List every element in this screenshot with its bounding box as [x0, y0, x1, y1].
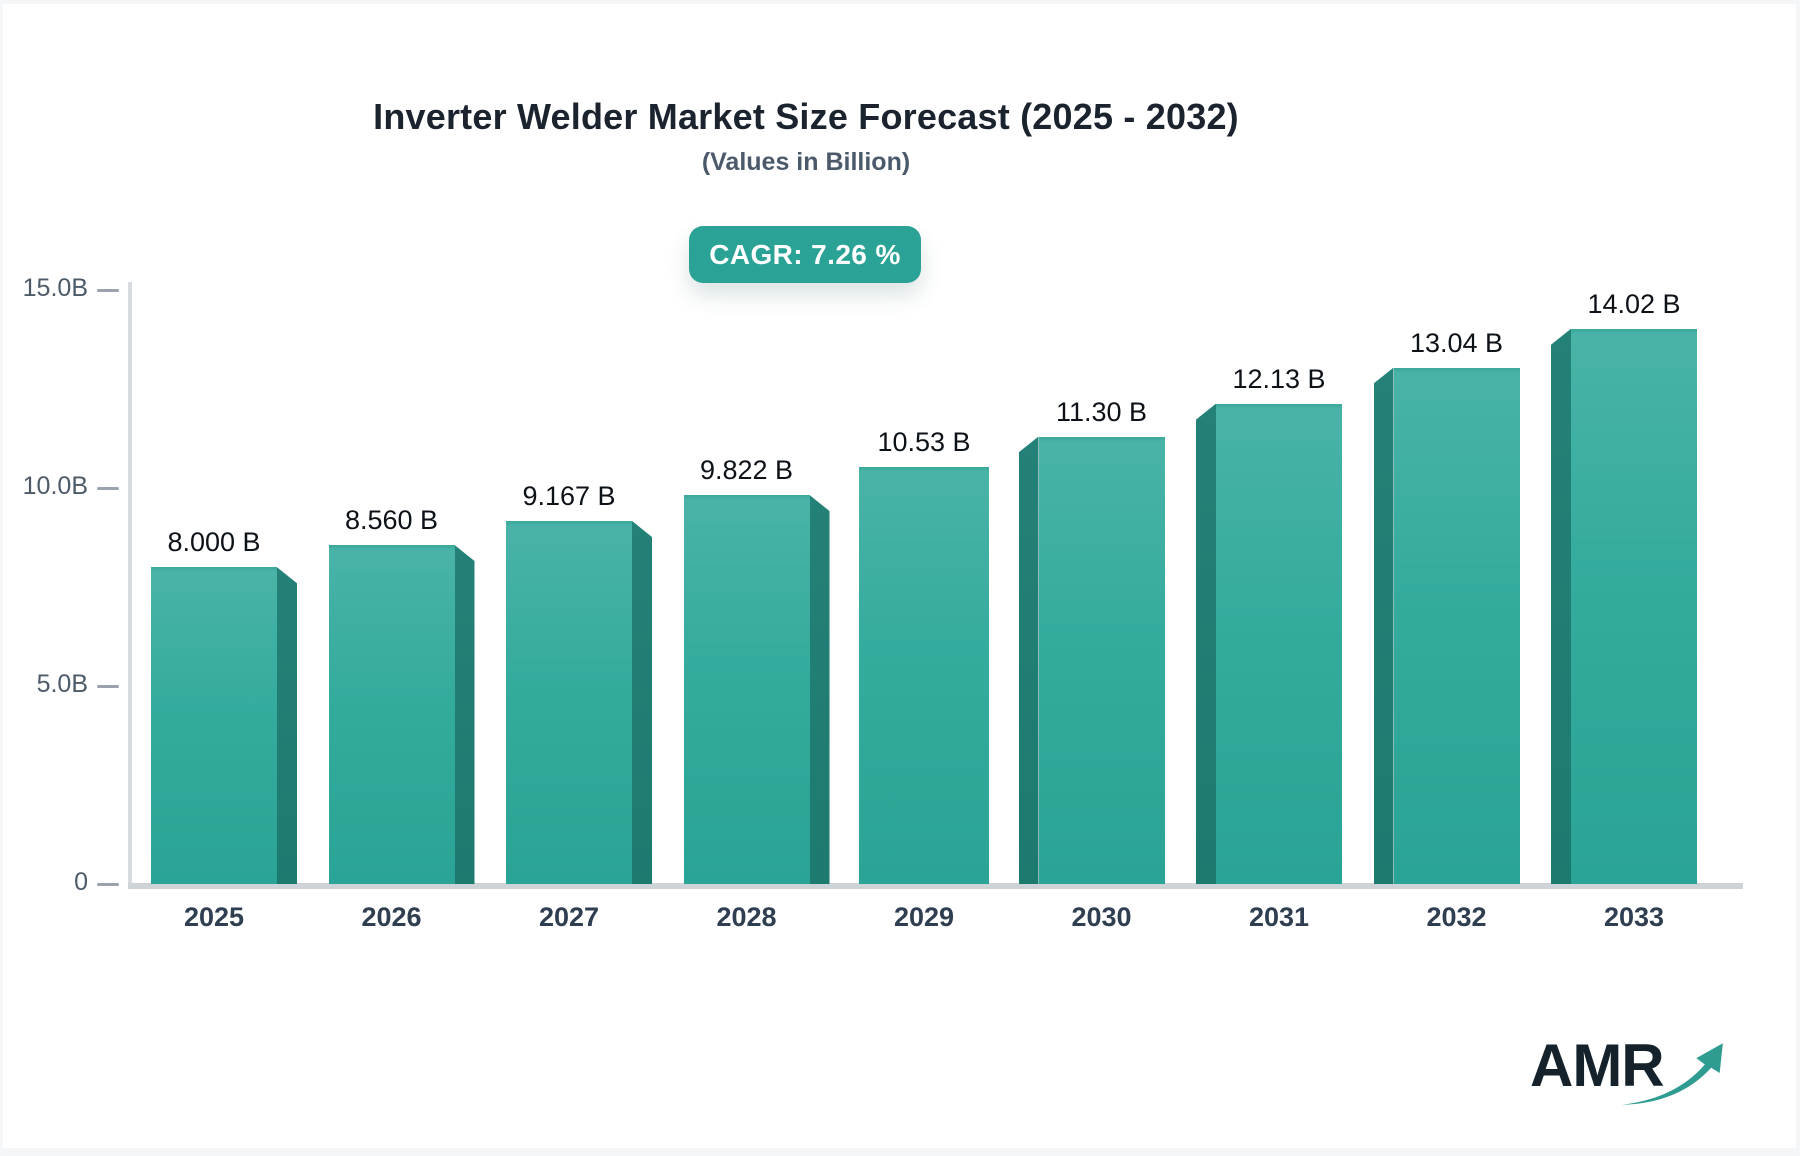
x-axis-label-2028: 2028 [716, 902, 777, 932]
y-axis-tick [97, 882, 119, 886]
bar-side-2026 [454, 545, 475, 884]
page-subtitle: (Values in Billion) [701, 148, 911, 176]
bar-value-label-2033: 14.02 B [1587, 288, 1681, 319]
y-axis-tick-label: 5.0B [36, 670, 88, 698]
amr-logo: AMR [1530, 1036, 1770, 1116]
bar-side-2027 [632, 520, 652, 884]
bar-side-2033 [1551, 328, 1571, 884]
cagr-badge-label: CAGR: 7.26 % [709, 238, 901, 270]
y-axis-tick [97, 684, 119, 688]
x-axis-label-2030: 2030 [1071, 902, 1132, 932]
bar-value-label-2025: 8.000 B [167, 527, 261, 558]
x-axis-label-2031: 2031 [1248, 902, 1310, 932]
bar-2028 [683, 495, 810, 884]
bar-value-label-2031: 12.13 B [1232, 363, 1326, 394]
x-axis-label-2033: 2033 [1603, 902, 1665, 932]
bar-2033 [1571, 328, 1697, 884]
bar-2026 [328, 545, 455, 884]
x-axis-label-2025: 2025 [183, 902, 245, 932]
bar-side-2025 [277, 567, 297, 884]
x-axis-label-2027: 2027 [538, 902, 600, 932]
x-axis-line [128, 883, 1743, 889]
bar-side-2030 [1018, 436, 1039, 884]
bar-value-label-2027: 9.167 B [522, 480, 616, 511]
y-axis-tick [97, 486, 119, 490]
y-axis-tick-label: 0 [74, 868, 88, 896]
x-axis-label-2032: 2032 [1426, 902, 1487, 932]
bar-2031 [1216, 403, 1342, 884]
y-axis-line [128, 282, 132, 887]
amr-logo-arrow-icon [1622, 1043, 1723, 1105]
y-axis-tick-label: 10.0B [22, 472, 88, 500]
bar-value-label-2030: 11.30 B [1055, 396, 1148, 427]
page-title: Inverter Welder Market Size Forecast (20… [373, 96, 1239, 137]
bar-side-2028 [809, 495, 830, 884]
y-axis-tick [97, 288, 119, 292]
bar-2027 [506, 520, 632, 884]
bar-value-label-2032: 13.04 B [1409, 327, 1504, 358]
bar-value-label-2029: 10.53 B [877, 427, 971, 457]
bar-value-label-2028: 9.822 B [699, 455, 794, 486]
amr-logo-text: AMR [1530, 1032, 1665, 1099]
bar-2032 [1393, 367, 1520, 884]
bar-2029 [859, 467, 989, 884]
bar-side-2032 [1373, 367, 1394, 884]
y-axis-tick-label: 15.0B [22, 274, 88, 302]
x-axis-label-2029: 2029 [893, 902, 955, 932]
bar-value-label-2026: 8.560 B [344, 505, 439, 536]
x-axis-label-2026: 2026 [361, 902, 422, 932]
bar-2030 [1038, 436, 1165, 884]
cagr-badge: CAGR: 7.26 % [689, 226, 921, 283]
bar-2025 [151, 567, 277, 884]
bar-side-2031 [1196, 403, 1216, 884]
